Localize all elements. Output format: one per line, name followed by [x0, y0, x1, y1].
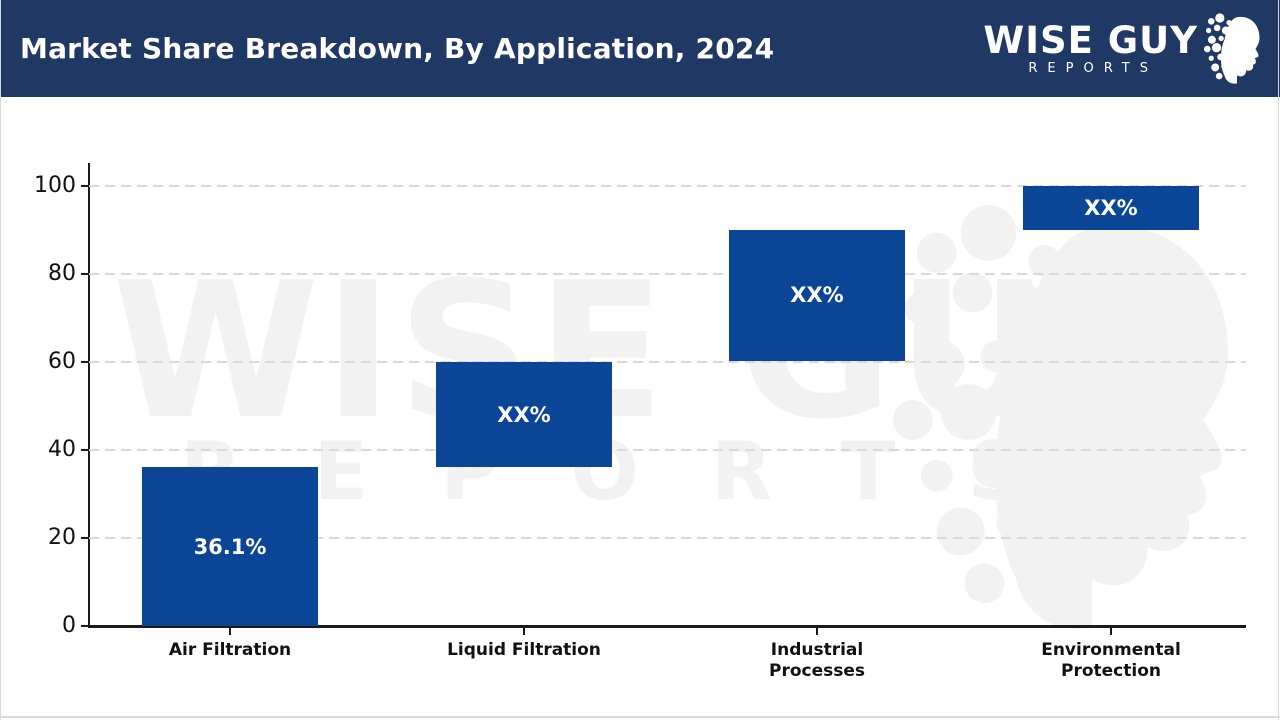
- x-axis-label-industrial-processes: Industrial Processes: [707, 640, 927, 682]
- x-axis-label-environmental-protection: Environmental Protection: [1001, 640, 1221, 682]
- y-tick-label-60: 60: [48, 349, 76, 374]
- x-axis-label-line: Processes: [768, 661, 865, 681]
- x-axis-label-line: Air Filtration: [168, 640, 292, 660]
- logo-head-icon: [1203, 13, 1260, 84]
- gridline-80: [89, 273, 1246, 275]
- y-tick-mark-20: [81, 537, 89, 539]
- y-tick-mark-0: [81, 625, 89, 627]
- watermark-head-icon: [892, 205, 1228, 629]
- page-border-right: [1278, 0, 1279, 720]
- gridline-40: [89, 449, 1246, 451]
- x-tick-mark-1: [229, 628, 231, 635]
- x-axis-label-line: Industrial: [770, 640, 864, 660]
- logo-wiseguy-text: WISE GUY: [983, 19, 1198, 62]
- logo-text: WISE GUY REPORTS: [983, 21, 1198, 77]
- x-axis-label-liquid-filtration: Liquid Filtration: [414, 640, 634, 661]
- y-tick-label-100: 100: [34, 173, 76, 198]
- y-tick-mark-40: [81, 449, 89, 451]
- bar-value-label: XX%: [1084, 196, 1138, 220]
- x-axis-label-line: Protection: [1061, 661, 1161, 681]
- x-tick-mark-3: [816, 628, 818, 635]
- x-axis-line: [88, 625, 1246, 628]
- logo-reports-text: REPORTS: [1028, 61, 1158, 76]
- bar-air-filtration: 36.1%: [142, 467, 318, 626]
- y-axis-line: [88, 163, 90, 628]
- x-tick-mark-4: [1110, 628, 1112, 635]
- y-tick-label-0: 0: [62, 613, 76, 638]
- bar-value-label: XX%: [790, 283, 844, 308]
- wiseguy-logo: WISE GUY REPORTS: [983, 6, 1268, 92]
- y-tick-label-20: 20: [48, 525, 76, 550]
- x-axis-label-line: Liquid Filtration: [447, 640, 601, 660]
- bar-environmental-protection: XX%: [1023, 186, 1199, 230]
- gridline-60: [89, 361, 1246, 363]
- gridline-100: [89, 185, 1246, 187]
- y-tick-mark-100: [81, 185, 89, 187]
- bar-value-label: XX%: [497, 402, 551, 427]
- x-axis-label-line: Environmental: [1041, 640, 1181, 660]
- page-border-bottom: [0, 716, 1280, 718]
- header-bar: Market Share Breakdown, By Application, …: [0, 0, 1280, 97]
- bar-value-label: 36.1%: [193, 534, 267, 559]
- y-tick-mark-60: [81, 361, 89, 363]
- x-tick-mark-2: [523, 628, 525, 635]
- page-border-left: [0, 0, 1, 720]
- gridline-20: [89, 537, 1246, 539]
- y-tick-label-40: 40: [48, 437, 76, 462]
- bar-industrial-processes: XX%: [729, 230, 905, 361]
- x-axis-label-air-filtration: Air Filtration: [120, 640, 340, 661]
- y-tick-label-80: 80: [48, 261, 76, 286]
- bar-liquid-filtration: XX%: [436, 362, 612, 468]
- y-tick-mark-80: [81, 273, 89, 275]
- chart-title: Market Share Breakdown, By Application, …: [20, 32, 775, 65]
